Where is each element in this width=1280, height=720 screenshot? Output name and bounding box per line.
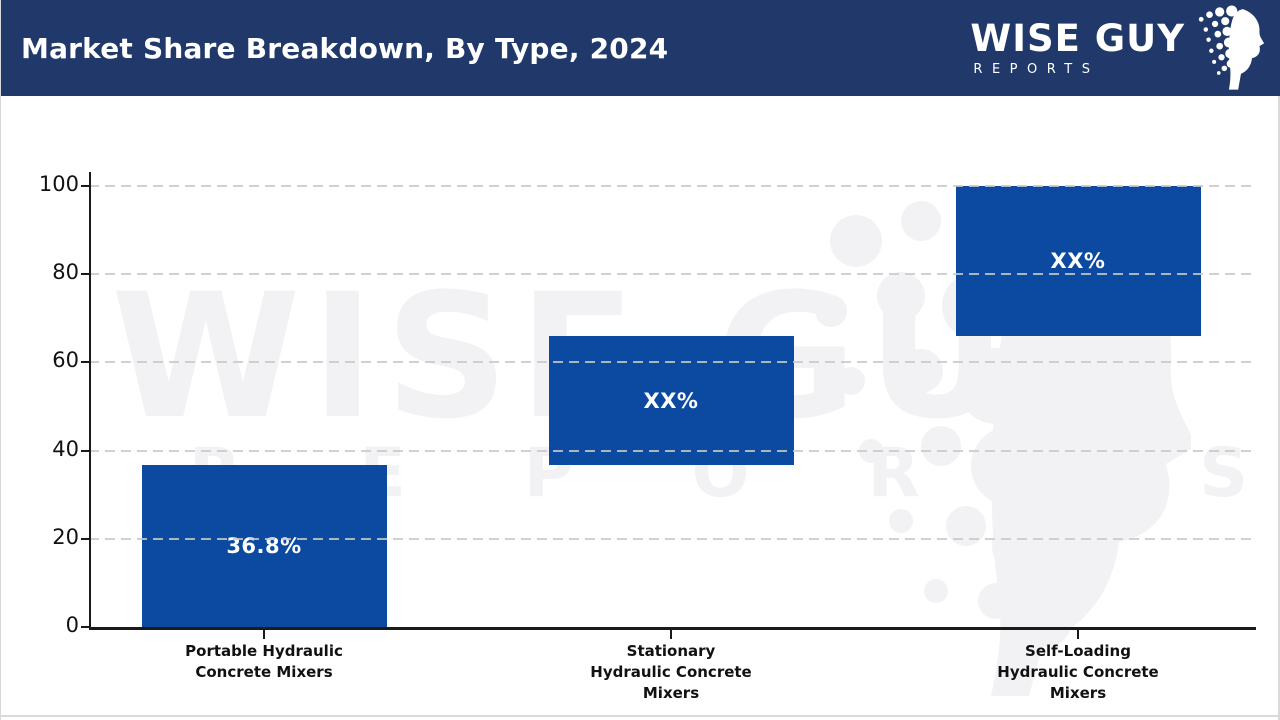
brand-logo-text: WISE GUY REPORTS [970, 20, 1185, 77]
plot-area: 36.8% XX% XX% 0 20 40 60 80 100 Portable Hydrauli… [1, 96, 1280, 720]
x-axis-tick-mark [1077, 630, 1079, 639]
y-axis-tick-mark [81, 449, 89, 452]
y-axis-tick-label: 100 [38, 172, 79, 196]
bar-segment: XX% [548, 336, 794, 465]
y-axis-tick-label: 20 [52, 524, 79, 549]
header-bar: Market Share Breakdown, By Type, 2024 WI… [1, 0, 1280, 96]
bar-value-label: 36.8% [226, 533, 302, 558]
bottom-divider [1, 715, 1278, 717]
x-axis-tick-mark [263, 630, 265, 639]
y-axis-tick-mark [81, 273, 89, 276]
y-axis-tick-label: 60 [52, 348, 79, 373]
y-axis-tick-mark [81, 626, 89, 628]
face-profile-logo-icon [1198, 5, 1265, 90]
y-axis-tick-label: 40 [52, 436, 79, 461]
bar-segment: XX% [955, 186, 1201, 337]
bar-value-label: XX% [643, 388, 699, 413]
y-axis-tick-label: 0 [65, 613, 79, 637]
x-category-label: Self-Loading Hydraulic Concrete Mixers [997, 642, 1159, 702]
bar-value-label: XX% [1050, 249, 1106, 274]
x-category-label: Portable Hydraulic Concrete Mixers [185, 642, 343, 681]
brand-name: WISE GUY [970, 16, 1185, 60]
y-axis-tick-mark [81, 537, 89, 540]
page-title: Market Share Breakdown, By Type, 2024 [21, 31, 669, 65]
x-axis-line [89, 627, 1256, 630]
x-category-label: Stationary Hydraulic Concrete Mixers [590, 642, 752, 702]
x-axis-tick-mark [670, 630, 672, 639]
bar-segment: 36.8% [141, 464, 387, 627]
y-axis-tick-mark [81, 361, 89, 364]
y-axis-line [89, 172, 91, 630]
brand-subtitle: REPORTS [973, 61, 1100, 77]
y-axis-tick-label: 80 [52, 260, 79, 285]
y-axis-tick-mark [81, 185, 89, 187]
brand-logo: WISE GUY REPORTS [970, 5, 1265, 91]
